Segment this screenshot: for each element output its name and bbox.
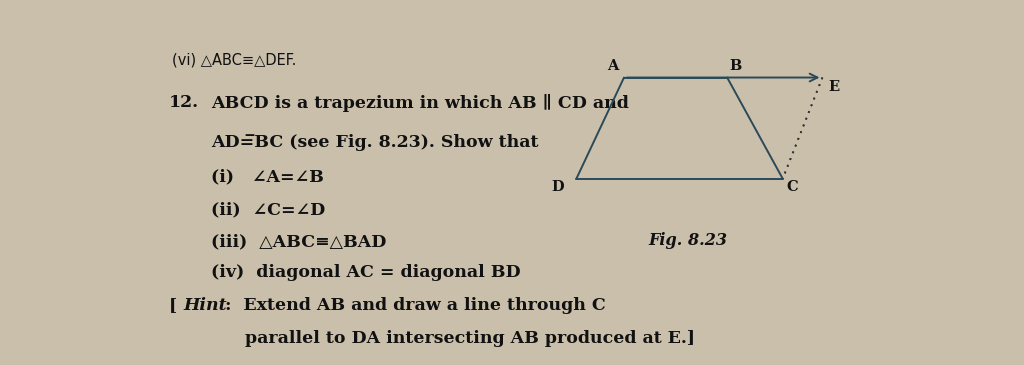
Text: C: C	[786, 180, 798, 194]
Text: 12.: 12.	[169, 95, 200, 111]
Text: [: [	[169, 297, 177, 314]
Text: Fig. 8.23: Fig. 8.23	[648, 232, 727, 249]
Text: (i)   ∠A=∠B: (i) ∠A=∠B	[211, 169, 325, 186]
Text: (iii)  △ABC≡△BAD: (iii) △ABC≡△BAD	[211, 234, 387, 250]
Text: D: D	[552, 180, 564, 194]
Text: ABCD is a trapezium in which AB ∥ CD and: ABCD is a trapezium in which AB ∥ CD and	[211, 95, 629, 112]
Text: (vi) △ABC≡△DEF.: (vi) △ABC≡△DEF.	[172, 52, 296, 67]
Text: :  Extend AB and draw a line through C: : Extend AB and draw a line through C	[225, 297, 605, 314]
Text: A: A	[606, 59, 618, 73]
Text: Hint: Hint	[183, 297, 227, 314]
Text: (iv)  diagonal AC = diagonal BD: (iv) diagonal AC = diagonal BD	[211, 264, 521, 281]
Text: parallel to DA intersecting AB produced at E.]: parallel to DA intersecting AB produced …	[245, 330, 694, 347]
Text: E: E	[828, 80, 840, 94]
Text: AD=̅BC (see Fig. 8.23). Show that: AD=̅BC (see Fig. 8.23). Show that	[211, 134, 539, 151]
Text: B: B	[729, 59, 741, 73]
Text: (ii)  ∠C=∠D: (ii) ∠C=∠D	[211, 201, 326, 218]
